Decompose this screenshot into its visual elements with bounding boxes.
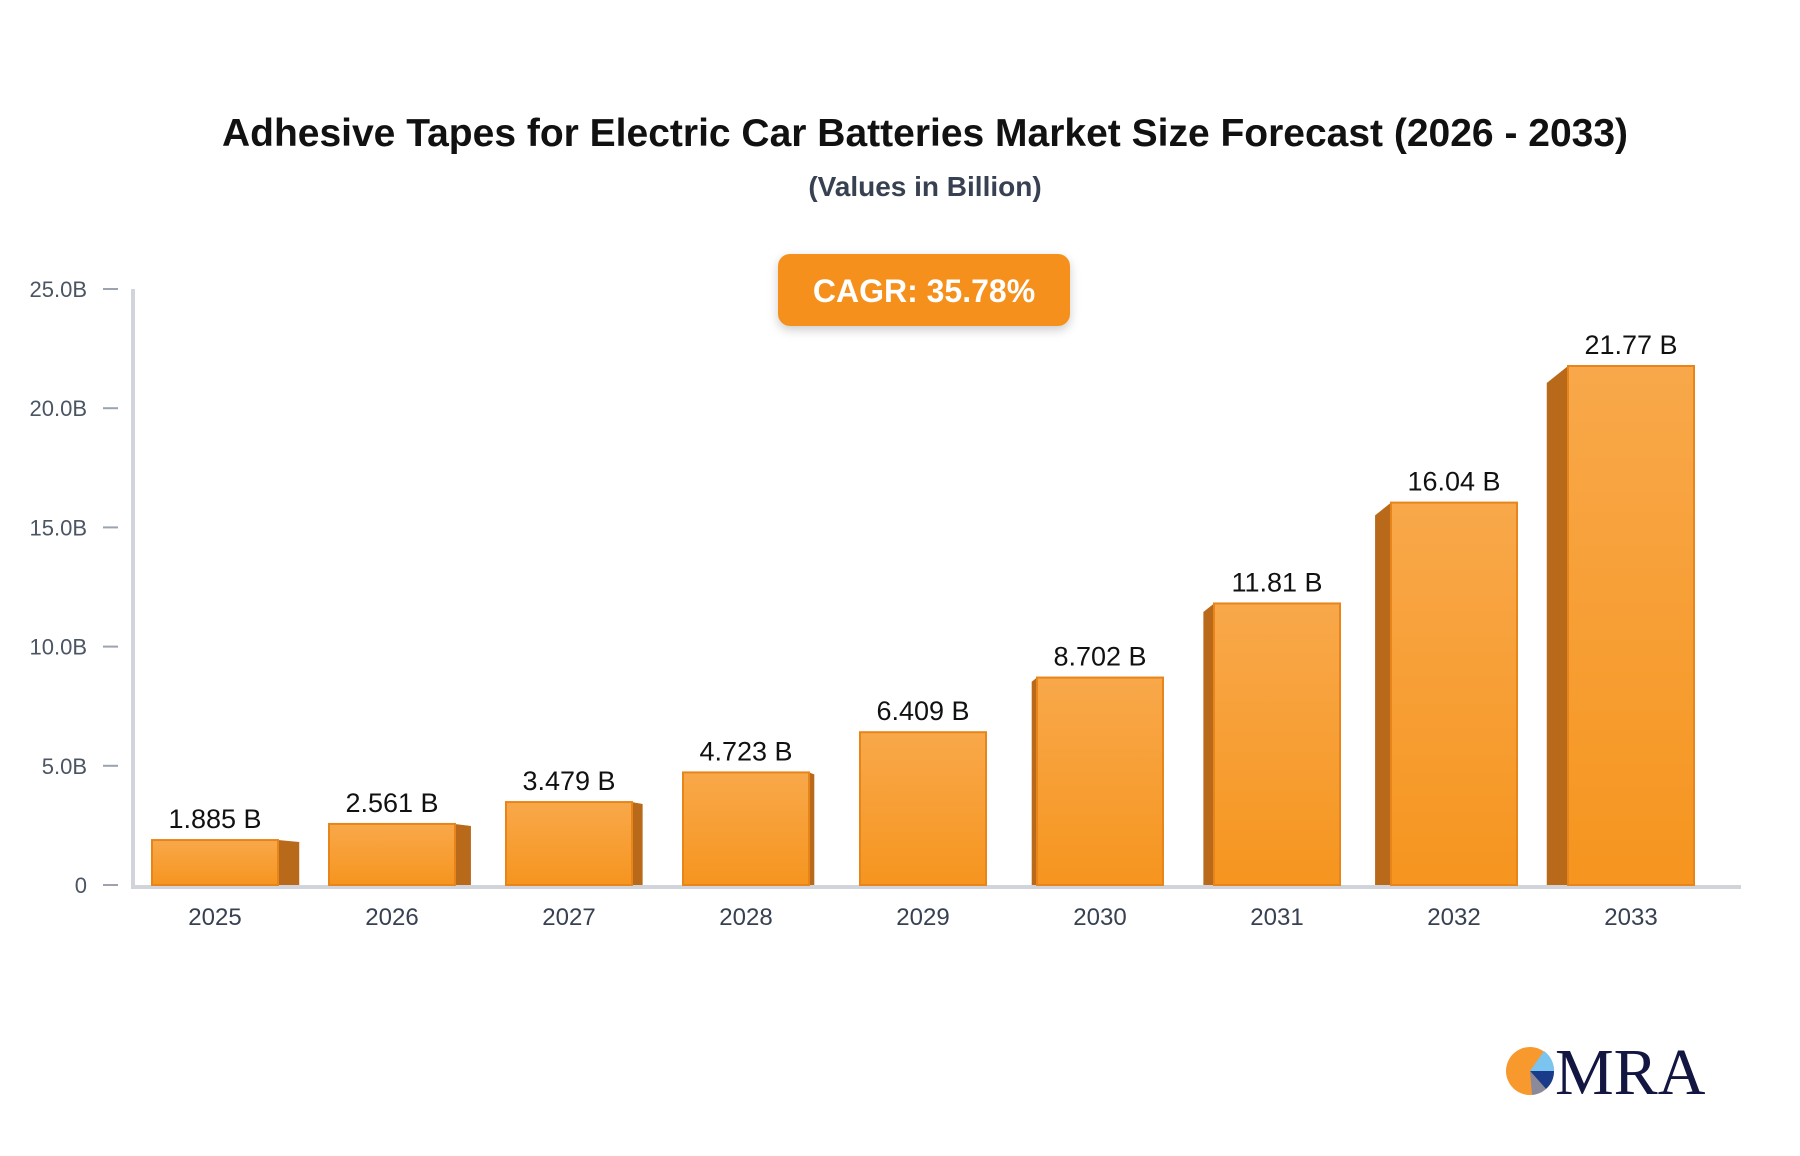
bar-side [455, 823, 471, 885]
bar [682, 771, 810, 887]
bar-2030: 8.702 B 2030 [1031, 642, 1164, 931]
x-tick-label: 2029 [896, 904, 949, 931]
bar-side [1031, 677, 1037, 885]
bar-side [1203, 603, 1214, 885]
cagr-badge: CAGR: 35.78% [778, 254, 1070, 326]
bar [328, 822, 456, 886]
bar-2027: 3.479 B 2027 [505, 766, 643, 931]
bar [151, 839, 279, 886]
bar-2025: 1.885 B 2025 [151, 804, 300, 931]
y-tick-label: 0 [75, 873, 87, 898]
cagr-label: CAGR: 35.78% [813, 273, 1035, 309]
bar-2028: 4.723 B 2028 [682, 736, 815, 931]
x-tick-label: 2032 [1427, 904, 1480, 931]
bar [505, 801, 633, 887]
bar [1213, 602, 1341, 886]
mra-logo: MRA [1506, 1036, 1706, 1109]
chart-subtitle: (Values in Billion) [808, 171, 1041, 202]
data-label: 16.04 B [1407, 467, 1500, 497]
x-tick-label: 2027 [542, 904, 595, 931]
data-label: 4.723 B [699, 736, 792, 766]
x-tick-label: 2033 [1604, 904, 1657, 931]
data-label: 3.479 B [522, 766, 615, 796]
logo-text: MRA [1555, 1036, 1706, 1109]
x-tick-label: 2030 [1073, 904, 1126, 931]
bar-2033: 21.77 B 2033 [1546, 330, 1695, 931]
bar-side [632, 802, 643, 885]
data-label: 21.77 B [1584, 330, 1677, 360]
bar [859, 731, 987, 886]
bar [1390, 501, 1518, 886]
bar-side [1375, 502, 1391, 885]
y-tick-label: 20.0B [30, 396, 88, 421]
x-tick-label: 2031 [1250, 904, 1303, 931]
bar-2031: 11.81 B 2031 [1203, 567, 1341, 931]
x-tick-label: 2025 [188, 904, 241, 931]
x-tick-label: 2026 [365, 904, 418, 931]
y-tick-label: 25.0B [30, 277, 88, 302]
y-tick-label: 5.0B [42, 754, 87, 779]
y-tick-label: 15.0B [30, 515, 88, 540]
bar [1036, 676, 1164, 886]
chart-title: Adhesive Tapes for Electric Car Batterie… [222, 112, 1628, 155]
bar-2032: 16.04 B 2032 [1375, 467, 1518, 931]
bar-2029: 6.409 B 2029 [859, 696, 987, 931]
bar-side [1546, 366, 1568, 886]
data-label: 2.561 B [345, 788, 438, 818]
data-label: 11.81 B [1231, 567, 1322, 597]
bar-side [278, 840, 300, 885]
data-label: 8.702 B [1053, 642, 1146, 672]
bar [1567, 365, 1695, 887]
bar-side [809, 772, 815, 885]
data-label: 1.885 B [168, 804, 261, 834]
bar-2026: 2.561 B 2026 [328, 788, 471, 931]
data-label: 6.409 B [876, 696, 969, 726]
y-tick-label: 10.0B [30, 635, 88, 660]
x-tick-label: 2028 [719, 904, 772, 931]
